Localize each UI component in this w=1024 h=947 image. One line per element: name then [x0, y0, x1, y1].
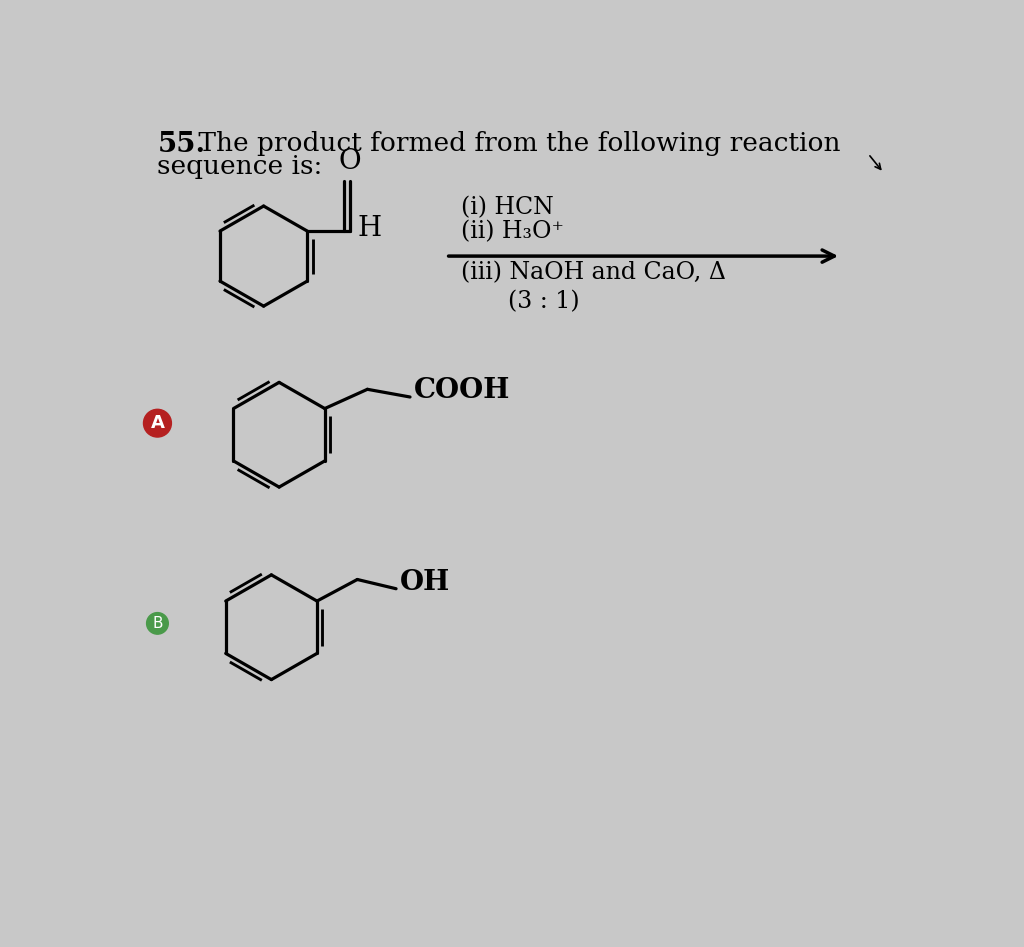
Text: (ii) H₃O⁺: (ii) H₃O⁺	[461, 221, 564, 243]
Text: O: O	[339, 148, 361, 175]
Text: (3 : 1): (3 : 1)	[508, 290, 580, 313]
Circle shape	[143, 409, 171, 437]
Text: OH: OH	[400, 569, 451, 596]
Text: sequence is:: sequence is:	[158, 153, 323, 179]
Text: A: A	[151, 414, 165, 432]
Text: (i) HCN: (i) HCN	[461, 196, 554, 219]
Text: (iii) NaOH and CaO, Δ: (iii) NaOH and CaO, Δ	[461, 261, 726, 284]
Text: The product formed from the following reaction: The product formed from the following re…	[190, 131, 841, 155]
Circle shape	[146, 613, 168, 634]
Text: COOH: COOH	[414, 377, 510, 404]
Text: B: B	[153, 616, 163, 631]
Text: H: H	[357, 215, 382, 242]
Text: 55.: 55.	[158, 131, 206, 157]
